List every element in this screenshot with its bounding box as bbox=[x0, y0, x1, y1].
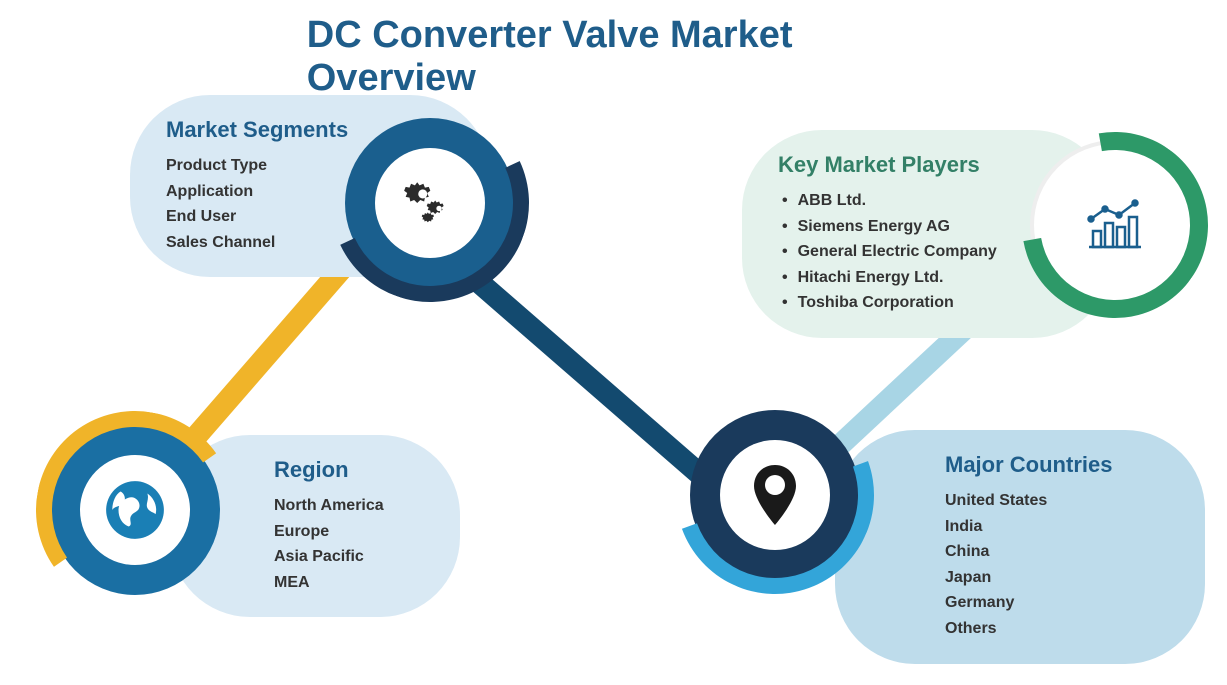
globe-icon bbox=[102, 477, 168, 543]
players-title: Key Market Players bbox=[778, 152, 1076, 178]
region-list: North America Europe Asia Pacific MEA bbox=[274, 493, 424, 595]
region-item: North America bbox=[274, 493, 424, 519]
segments-node bbox=[345, 118, 515, 288]
page-title: DC Converter Valve Market Overview bbox=[307, 14, 921, 100]
chart-icon bbox=[1085, 199, 1145, 251]
region-item: Europe bbox=[274, 519, 424, 545]
gears-icon bbox=[401, 174, 459, 232]
country-item: China bbox=[945, 539, 1169, 565]
countries-title: Major Countries bbox=[945, 452, 1169, 478]
country-item: United States bbox=[945, 488, 1169, 514]
country-item: Japan bbox=[945, 565, 1169, 591]
countries-list: United States India China Japan Germany … bbox=[945, 488, 1169, 642]
countries-card: Major Countries United States India Chin… bbox=[835, 430, 1205, 664]
country-item: India bbox=[945, 514, 1169, 540]
region-item: Asia Pacific bbox=[274, 544, 424, 570]
player-item: Toshiba Corporation bbox=[778, 290, 1076, 316]
pin-icon bbox=[752, 465, 798, 525]
player-item: Hitachi Energy Ltd. bbox=[778, 265, 1076, 291]
region-node bbox=[50, 425, 220, 595]
players-node bbox=[1030, 140, 1200, 310]
country-item: Germany bbox=[945, 590, 1169, 616]
country-item: Others bbox=[945, 616, 1169, 642]
countries-node bbox=[690, 410, 860, 580]
region-item: MEA bbox=[274, 570, 424, 596]
region-title: Region bbox=[274, 457, 424, 483]
